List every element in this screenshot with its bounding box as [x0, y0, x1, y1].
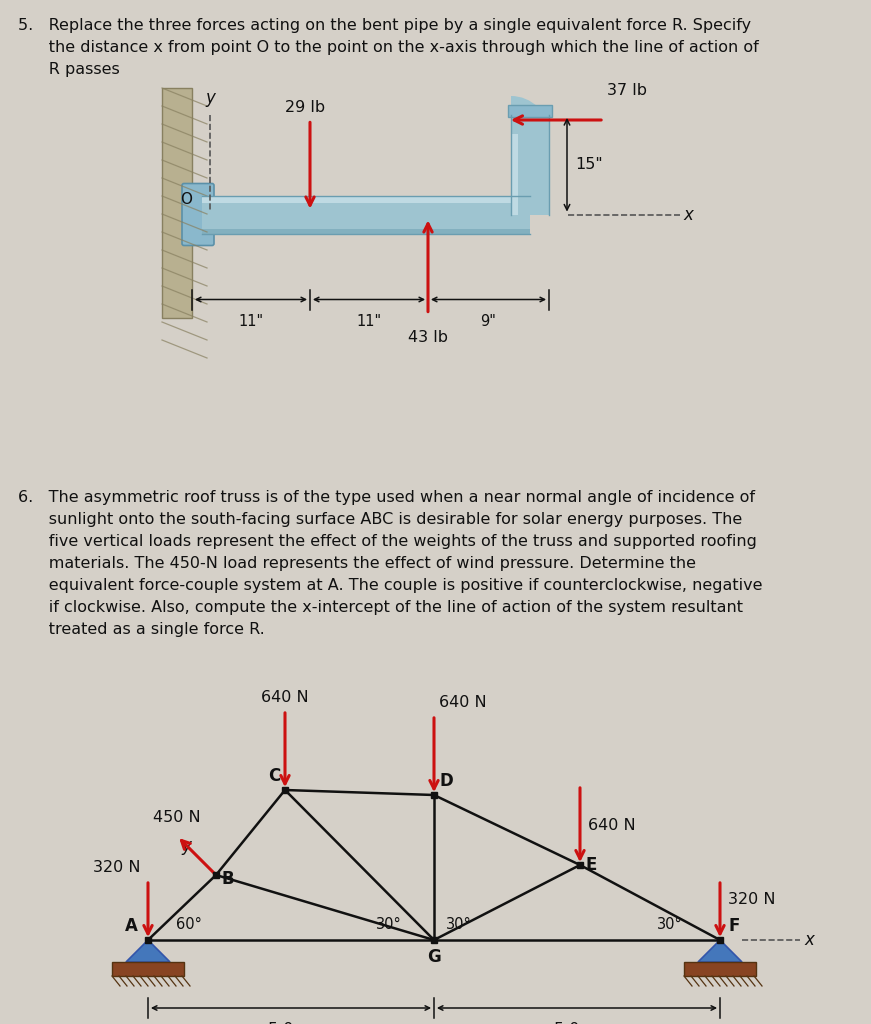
Text: materials. The 450-N load represents the effect of wind pressure. Determine the: materials. The 450-N load represents the…	[18, 556, 696, 571]
Text: 450 N: 450 N	[153, 810, 201, 825]
Text: five vertical loads represent the effect of the weights of the truss and support: five vertical loads represent the effect…	[18, 534, 757, 549]
Text: A: A	[125, 918, 138, 935]
Wedge shape	[511, 96, 549, 134]
Text: y: y	[205, 89, 215, 106]
Text: E: E	[585, 856, 597, 874]
Text: 320 N: 320 N	[728, 893, 775, 907]
Text: the distance x from point O to the point on the x-axis through which the line of: the distance x from point O to the point…	[18, 40, 759, 55]
Text: 29 lb: 29 lb	[285, 99, 325, 115]
Text: equivalent force-couple system at A. The couple is positive if counterclockwise,: equivalent force-couple system at A. The…	[18, 578, 762, 593]
Text: 60°: 60°	[176, 918, 202, 932]
Text: O: O	[180, 191, 192, 207]
Text: if clockwise. Also, compute the x-intercept of the line of action of the system : if clockwise. Also, compute the x-interc…	[18, 600, 743, 615]
Text: G: G	[427, 948, 441, 966]
Text: x: x	[683, 206, 692, 223]
Bar	[202, 196, 530, 233]
Text: sunlight onto the south-facing surface ABC is desirable for solar energy purpose: sunlight onto the south-facing surface A…	[18, 512, 742, 527]
Text: 6.   The asymmetric roof truss is of the type used when a near normal angle of i: 6. The asymmetric roof truss is of the t…	[18, 490, 755, 505]
Text: 640 N: 640 N	[588, 817, 636, 833]
Text: 640 N: 640 N	[439, 695, 487, 710]
Text: 5.0 m: 5.0 m	[268, 1022, 314, 1024]
Bar	[162, 88, 192, 318]
Bar	[202, 196, 530, 203]
Text: 30°: 30°	[446, 918, 472, 932]
Text: 11": 11"	[356, 313, 381, 329]
Polygon shape	[126, 940, 170, 962]
Text: 15": 15"	[575, 158, 603, 172]
Text: 37 lb: 37 lb	[607, 83, 647, 98]
Text: R passes: R passes	[18, 62, 119, 77]
Bar	[684, 962, 756, 976]
Text: C: C	[267, 767, 280, 785]
Text: 320 N: 320 N	[92, 860, 140, 874]
Text: 5.   Replace the three forces acting on the bent pipe by a single equivalent for: 5. Replace the three forces acting on th…	[18, 18, 751, 33]
Text: 30°: 30°	[657, 918, 683, 932]
Bar	[511, 115, 549, 214]
Text: 9": 9"	[481, 313, 496, 329]
Bar	[112, 962, 184, 976]
Bar	[508, 105, 552, 117]
Text: 5.0 m: 5.0 m	[554, 1022, 600, 1024]
Polygon shape	[698, 940, 742, 962]
Text: x: x	[804, 931, 814, 949]
Bar	[202, 228, 530, 233]
Text: 30°: 30°	[376, 918, 402, 932]
Text: 11": 11"	[239, 313, 264, 329]
Text: 43 lb: 43 lb	[408, 330, 448, 344]
Text: B: B	[221, 870, 233, 888]
Text: F: F	[728, 918, 739, 935]
Bar	[511, 115, 518, 214]
Text: 640 N: 640 N	[261, 690, 309, 705]
Text: treated as a single force R.: treated as a single force R.	[18, 622, 265, 637]
Text: D: D	[439, 772, 453, 790]
FancyBboxPatch shape	[182, 183, 214, 246]
Text: y: y	[181, 837, 191, 855]
